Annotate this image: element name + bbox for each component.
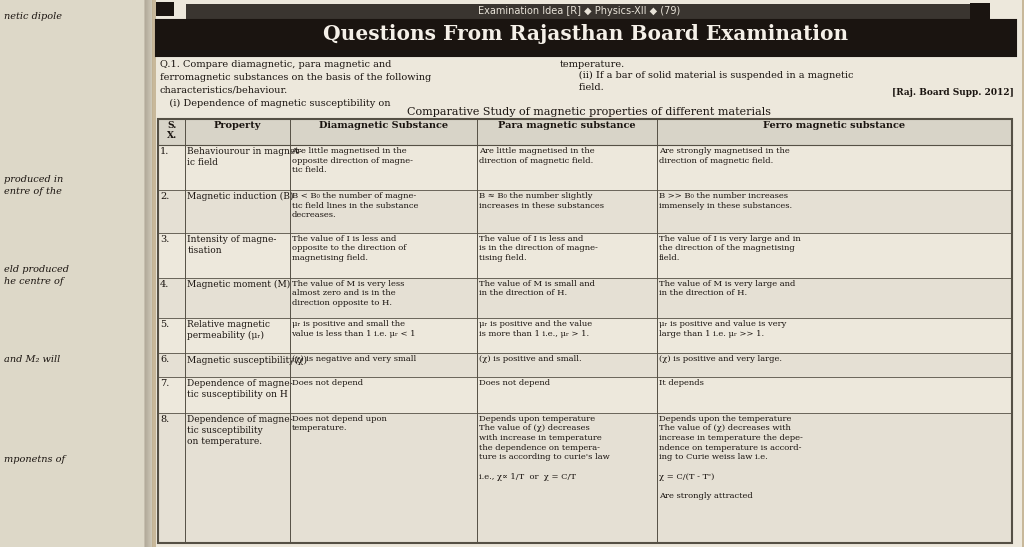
Text: Does not depend: Does not depend (292, 379, 362, 387)
Text: Depends upon the temperature
The value of (χ) decreases with
increase in tempera: Depends upon the temperature The value o… (658, 415, 803, 500)
Text: 8.: 8. (160, 415, 169, 424)
Text: Diamagnetic Substance: Diamagnetic Substance (318, 121, 449, 130)
Bar (158, 353, 1012, 377)
Text: The value of M is small and
in the direction of H.: The value of M is small and in the direc… (479, 280, 595, 298)
Bar (151, 0, 153, 547)
Text: 4.: 4. (160, 280, 169, 289)
Text: (χ) is negative and very small: (χ) is negative and very small (292, 356, 416, 363)
Text: (χ) is positive and very large.: (χ) is positive and very large. (658, 356, 781, 363)
Text: Ferro magnetic substance: Ferro magnetic substance (763, 121, 905, 130)
Text: mponetns of: mponetns of (4, 455, 66, 464)
Text: (χ) is positive and small.: (χ) is positive and small. (479, 356, 582, 363)
Bar (146, 0, 148, 547)
Bar (158, 278, 1012, 318)
Text: μᵣ is positive and the value
is more than 1 i.e., μᵣ > 1.: μᵣ is positive and the value is more tha… (479, 320, 593, 337)
Text: [Raj. Board Supp. 2012]: [Raj. Board Supp. 2012] (892, 88, 1014, 97)
Text: Depends upon temperature
The value of (χ) decreases
with increase in temperature: Depends upon temperature The value of (χ… (479, 415, 610, 481)
Text: Are strongly magnetised in the
direction of magnetic field.: Are strongly magnetised in the direction… (658, 147, 790, 165)
Text: 7.: 7. (160, 379, 169, 388)
Text: The value of M is very less
almost zero and is in the
direction opposite to H.: The value of M is very less almost zero … (292, 280, 403, 307)
Text: temperature.: temperature. (560, 60, 626, 69)
Text: The value of I is less and
opposite to the direction of
magnetising field.: The value of I is less and opposite to t… (292, 235, 406, 262)
Text: Does not depend: Does not depend (479, 379, 551, 387)
Bar (147, 0, 150, 547)
Text: It depends: It depends (658, 379, 703, 387)
Text: The value of M is very large and
in the direction of H.: The value of M is very large and in the … (658, 280, 795, 298)
Bar (148, 0, 150, 547)
Text: Are little magnetised in the
opposite direction of magne-
tic field.: Are little magnetised in the opposite di… (292, 147, 413, 174)
Text: Magnetic moment (M): Magnetic moment (M) (187, 280, 291, 289)
Bar (186, 4, 972, 20)
Text: (ii) If a bar of solid material is suspended in a magnetic
      field.: (ii) If a bar of solid material is suspe… (560, 71, 853, 92)
Text: Questions From Rajasthan Board Examination: Questions From Rajasthan Board Examinati… (324, 24, 849, 44)
Text: 3.: 3. (160, 235, 169, 243)
Text: Para magnetic substance: Para magnetic substance (499, 121, 636, 130)
Bar (158, 119, 1012, 145)
Text: The value of I is very large and in
the direction of the magnetising
field.: The value of I is very large and in the … (658, 235, 801, 262)
Bar (156, 20, 1016, 56)
Text: Dependence of magne-
tic susceptibility on H: Dependence of magne- tic susceptibility … (187, 379, 293, 399)
Bar (158, 232, 1012, 278)
Bar (158, 145, 1012, 190)
Text: 1.: 1. (160, 147, 169, 156)
Bar (158, 412, 1012, 543)
Text: μᵣ is positive and small the
value is less than 1 i.e. μᵣ < 1: μᵣ is positive and small the value is le… (292, 320, 416, 337)
Bar (158, 119, 1012, 543)
Text: 6.: 6. (160, 356, 169, 364)
Text: Examination Idea [R] ◆ Physics-XII ◆ (79): Examination Idea [R] ◆ Physics-XII ◆ (79… (478, 5, 680, 15)
Bar (144, 0, 146, 547)
Text: Magnetic induction (B): Magnetic induction (B) (187, 192, 294, 201)
Text: Relative magnetic
permeability (μᵣ): Relative magnetic permeability (μᵣ) (187, 320, 270, 340)
Bar (156, 2, 174, 16)
Text: netic dipole: netic dipole (4, 12, 62, 21)
Bar (156, 0, 1022, 547)
Text: Intensity of magne-
tisation: Intensity of magne- tisation (187, 235, 276, 254)
Bar (150, 0, 151, 547)
Text: 5.: 5. (160, 320, 169, 329)
Text: B >> B₀ the number increases
immensely in these substances.: B >> B₀ the number increases immensely i… (658, 192, 792, 210)
Text: Are little magnetised in the
direction of magnetic field.: Are little magnetised in the direction o… (479, 147, 595, 165)
Text: produced in
entre of the: produced in entre of the (4, 175, 63, 196)
Text: B ≈ B₀ the number slightly
increases in these substances: B ≈ B₀ the number slightly increases in … (479, 192, 604, 210)
Text: μᵣ is positive and value is very
large than 1 i.e. μᵣ >> 1.: μᵣ is positive and value is very large t… (658, 320, 786, 337)
Bar (970, 3, 990, 21)
Bar (158, 190, 1012, 232)
Text: S.
X.: S. X. (167, 121, 177, 141)
Text: Magnetic susceptibility(χ): Magnetic susceptibility(χ) (187, 356, 307, 365)
Text: 2.: 2. (160, 192, 169, 201)
Text: The value of I is less and
is in the direction of magne-
tising field.: The value of I is less and is in the dir… (479, 235, 598, 262)
Bar (0, 0, 152, 547)
Bar (145, 0, 147, 547)
Bar (158, 119, 1012, 543)
Text: B < B₀ the number of magne-
tic field lines in the substance
decreases.: B < B₀ the number of magne- tic field li… (292, 192, 418, 219)
Bar (150, 0, 152, 547)
Text: Behaviourour in magnet-
ic field: Behaviourour in magnet- ic field (187, 147, 302, 167)
Text: Comparative Study of magnetic properties of different materials: Comparative Study of magnetic properties… (407, 107, 771, 117)
Text: Property: Property (214, 121, 261, 130)
Text: eld produced
he centre of: eld produced he centre of (4, 265, 69, 286)
Text: Dependence of magne-
tic susceptibility
on temperature.: Dependence of magne- tic susceptibility … (187, 415, 293, 446)
Bar (158, 21, 1014, 55)
Text: and M₂ will: and M₂ will (4, 355, 60, 364)
Text: Does not depend upon
temperature.: Does not depend upon temperature. (292, 415, 386, 432)
Bar (158, 377, 1012, 412)
Text: Q.1. Compare diamagnetic, para magnetic and
ferromagnetic substances on the basi: Q.1. Compare diamagnetic, para magnetic … (160, 60, 431, 108)
Bar (158, 318, 1012, 353)
